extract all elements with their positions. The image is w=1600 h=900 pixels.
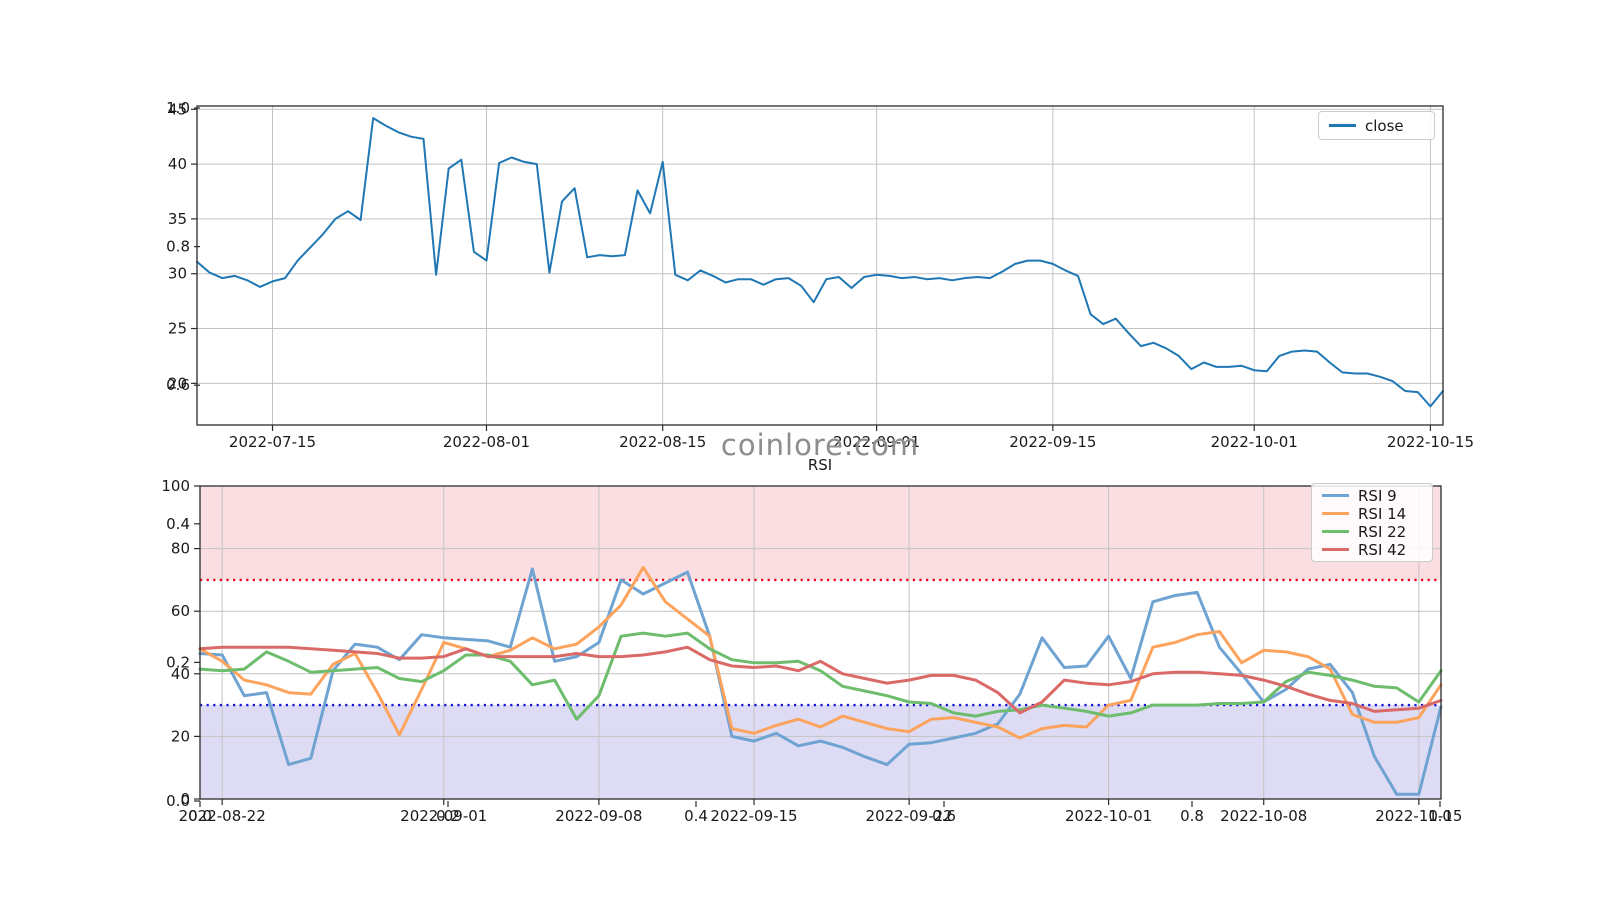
rsi-chart-title: RSI: [807, 456, 833, 474]
y-tick-label: 100: [161, 477, 190, 495]
x-tick-label: 2022-09-15: [710, 807, 797, 825]
y-tick-label: 35: [168, 210, 187, 228]
hidden-y-tick-label: 0.2: [166, 653, 190, 671]
y-tick-label: 60: [171, 602, 190, 620]
y-tick-label: 20: [168, 374, 187, 392]
legend-label-rsi22: RSI 22: [1358, 522, 1407, 541]
x-tick-label: 2022-10-08: [1220, 807, 1307, 825]
close-line: [196, 117, 1444, 408]
legend-label-rsi14: RSI 14: [1358, 504, 1407, 523]
hidden-x-tick-label: 0.4: [684, 807, 708, 825]
hidden-x-tick-label: 0.8: [1180, 807, 1204, 825]
y-tick-label: 30: [168, 265, 187, 283]
y-tick-label: 80: [171, 540, 190, 558]
rsi22-line-swatch: [1322, 530, 1349, 533]
rsi42-line: [198, 645, 1443, 715]
rsi14-line: [198, 565, 1443, 740]
rsi-legend: RSI 9 RSI 14 RSI 22 RSI 42: [1311, 483, 1433, 562]
price-legend: close: [1318, 111, 1435, 140]
y-tick-label: 20: [171, 727, 190, 745]
x-tick-label: 2022-10-01: [1065, 807, 1152, 825]
hidden-x-tick-label: 0.6: [932, 807, 956, 825]
x-tick-label: 2022-09-15: [1009, 433, 1096, 451]
legend-item-rsi42: RSI 42: [1322, 541, 1422, 559]
rsi22-line: [198, 631, 1443, 721]
hidden-y-tick-label: 0.8: [166, 238, 190, 256]
x-tick-label: 2022-08-15: [619, 433, 706, 451]
rsi9-line: [198, 567, 1443, 796]
price-chart: 45 40 35 30 25 20 2022-07-15 2022-08-01 2022-08-…: [168, 100, 1474, 451]
y-tick-label: 0: [180, 790, 190, 808]
x-tick-label: 2022-10-15: [1375, 807, 1462, 825]
legend-label-rsi42: RSI 42: [1358, 540, 1407, 559]
legend-label-close: close: [1365, 116, 1404, 135]
x-tick-label: 2022-09-22: [866, 807, 953, 825]
x-tick-label: 2022-09-01: [400, 807, 487, 825]
legend-item-rsi22: RSI 22: [1322, 523, 1422, 541]
legend-label-rsi9: RSI 9: [1358, 486, 1397, 505]
x-tick-label: 2022-10-01: [1211, 433, 1298, 451]
rsi9-line-swatch: [1322, 494, 1349, 497]
hidden-x-tick-label: 0.0: [188, 807, 212, 825]
y-tick-label: 40: [168, 155, 187, 173]
y-tick-label: 25: [168, 320, 187, 338]
oversold-band: [200, 705, 1441, 799]
legend-item-rsi14: RSI 14: [1322, 505, 1422, 523]
close-line-swatch: [1329, 124, 1356, 127]
hidden-y-tick-label: 1.0: [166, 99, 190, 117]
axes-spines: [199, 485, 1442, 800]
legend-item-rsi9: RSI 9: [1322, 487, 1422, 505]
x-tick-label: 2022-09-08: [555, 807, 642, 825]
axes-spines: [196, 105, 1444, 426]
rsi42-line-swatch: [1322, 548, 1349, 551]
x-tick-label: 2022-09-01: [833, 433, 920, 451]
rsi14-line-swatch: [1322, 512, 1349, 515]
hidden-x-tick-label: 0.2: [436, 807, 460, 825]
y-tick-label: 40: [171, 665, 190, 683]
hidden-y-tick-label: 0.0: [166, 792, 190, 810]
hidden-axes: 1.0 0.8 0.6 0.4 0.2 0.00.0 0.2 0.4 0.6 0.8 1.0: [166, 99, 1452, 825]
hidden-x-tick-label: 1.0: [1428, 807, 1452, 825]
legend-item-close: close: [1329, 116, 1424, 135]
hidden-y-tick-label: 0.4: [166, 515, 190, 533]
x-tick-label: 2022-08-22: [179, 807, 266, 825]
x-tick-label: 2022-10-15: [1387, 433, 1474, 451]
hidden-y-tick-label: 0.6: [166, 376, 190, 394]
x-tick-label: 2022-07-15: [229, 433, 316, 451]
overbought-band: [200, 486, 1441, 580]
x-tick-label: 2022-08-01: [443, 433, 530, 451]
watermark: coinlore.com: [720, 428, 920, 462]
y-tick-label: 45: [168, 100, 187, 118]
